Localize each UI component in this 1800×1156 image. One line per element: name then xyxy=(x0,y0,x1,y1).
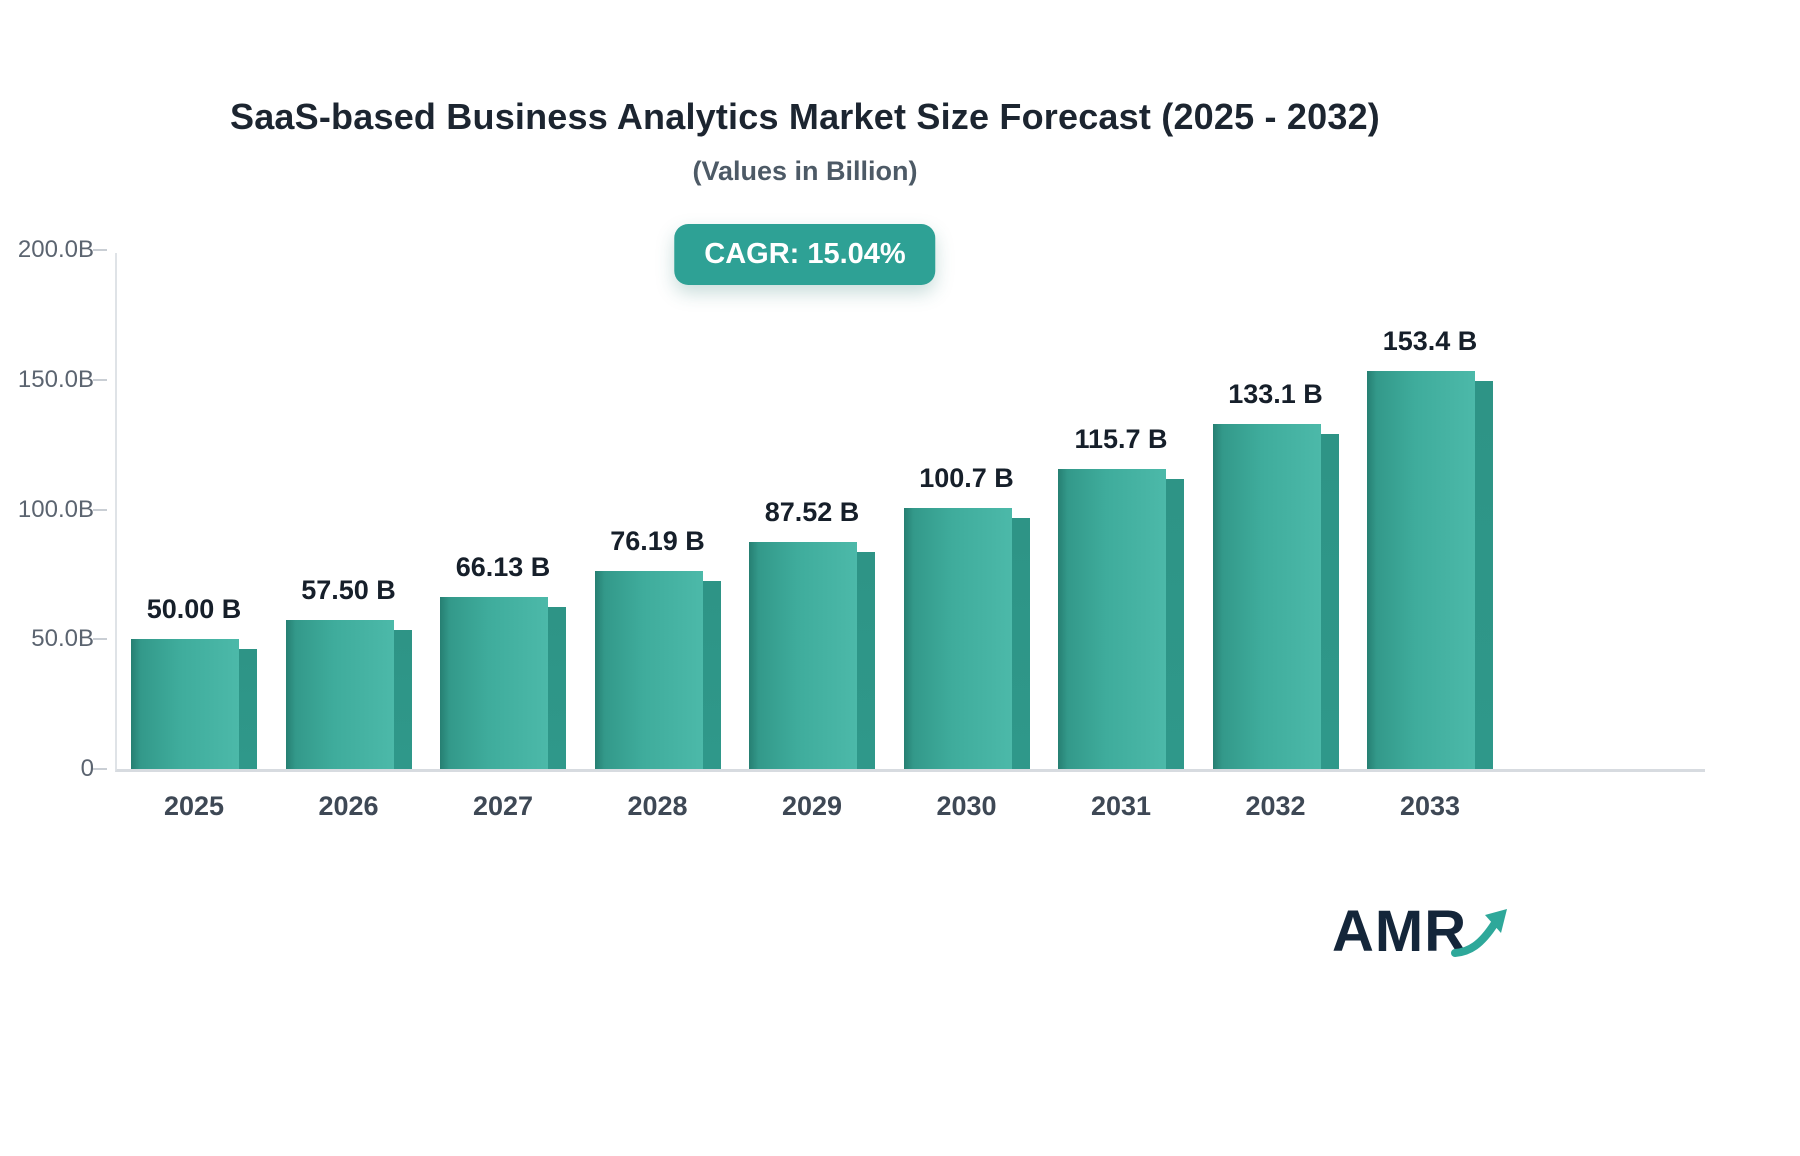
bar-side xyxy=(239,649,257,769)
x-tick-label: 2032 xyxy=(1245,791,1306,821)
bar-value-label: 57.50 B xyxy=(301,574,396,605)
bar-face xyxy=(903,507,1012,769)
bar: 133.1 B xyxy=(1212,379,1339,769)
bar-face xyxy=(440,597,548,769)
bar-face xyxy=(285,619,394,769)
chart-subtitle: (Values in Billion) xyxy=(692,156,918,186)
page-title: SaaS-based Business Analytics Market Siz… xyxy=(230,96,1380,137)
amr-logo: AMR xyxy=(1332,898,1513,965)
y-tick-label: 0 xyxy=(80,755,94,782)
bar-value-label: 66.13 B xyxy=(455,552,551,583)
bar-face xyxy=(1367,370,1475,769)
x-tick-label: 2028 xyxy=(627,791,688,821)
bar-side xyxy=(1166,478,1184,769)
bar-face xyxy=(594,571,703,769)
y-tick-mark xyxy=(93,768,107,770)
bar: 57.50 B xyxy=(285,575,412,769)
bar-side xyxy=(1320,433,1339,769)
bar-value-label: 100.7 B xyxy=(919,462,1014,493)
x-tick-label: 2033 xyxy=(1399,791,1461,821)
bar-face xyxy=(1212,423,1321,769)
bar-side xyxy=(1475,380,1493,769)
bar-side xyxy=(857,551,875,769)
y-tick-label: 200.0B xyxy=(17,236,94,263)
bar: 115.7 B xyxy=(1058,424,1184,769)
x-tick-label: 2029 xyxy=(781,791,843,821)
bar-side xyxy=(1011,517,1030,769)
bar-value-label: 50.00 B xyxy=(146,594,242,625)
cagr-badge: CAGR: 15.04% xyxy=(674,224,936,285)
bar: 153.4 B xyxy=(1367,326,1493,769)
bar-value-label: 115.7 B xyxy=(1074,423,1168,454)
bar-value-label: 87.52 B xyxy=(764,496,860,527)
y-tick-mark xyxy=(93,508,107,511)
plot-area: 0 50.0B 100.0B 150.0B 200.0B 50.00 B 2025 57.50… xyxy=(18,236,1705,821)
y-tick-mark xyxy=(93,249,107,251)
x-tick-label: 2026 xyxy=(318,791,379,821)
bar-side xyxy=(548,607,566,769)
x-tick-label: 2027 xyxy=(472,791,534,821)
x-tick-label: 2030 xyxy=(936,791,997,821)
bar-face xyxy=(749,541,857,769)
bar: 66.13 B xyxy=(440,552,566,769)
bar-side xyxy=(393,629,412,769)
x-tick-label: 2031 xyxy=(1090,791,1152,821)
y-tick-label: 100.0B xyxy=(17,495,94,523)
bar-value-label: 133.1 B xyxy=(1228,378,1323,409)
bar-value-label: 153.4 B xyxy=(1382,325,1478,356)
bar-side xyxy=(702,581,721,769)
growth-arrow-icon xyxy=(1451,908,1508,957)
y-tick-label: 150.0B xyxy=(17,365,94,393)
bar: 100.7 B xyxy=(903,463,1030,769)
amr-logo-text: AMR xyxy=(1332,899,1468,964)
bar-face xyxy=(1058,468,1166,769)
y-tick-mark xyxy=(93,638,107,641)
y-tick-mark xyxy=(93,378,107,381)
chart-header: SaaS-based Business Analytics Market Siz… xyxy=(0,96,1610,187)
bar-value-label: 76.19 B xyxy=(610,526,705,557)
bar-face xyxy=(131,639,239,769)
x-tick-label: 2025 xyxy=(163,791,225,821)
bar: 87.52 B xyxy=(749,497,875,769)
bar: 50.00 B xyxy=(131,594,257,769)
y-tick-label: 50.0B xyxy=(31,625,94,653)
bar: 76.19 B xyxy=(594,526,721,769)
